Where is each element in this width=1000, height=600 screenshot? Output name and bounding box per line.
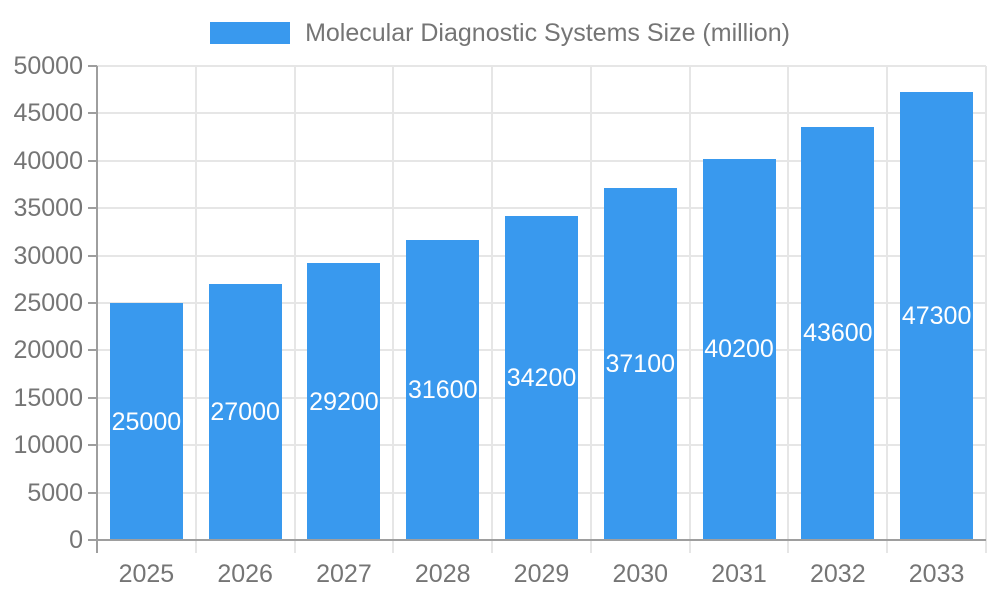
y-tick-label: 10000: [13, 431, 83, 460]
x-tick: [392, 540, 395, 553]
bar[interactable]: [109, 303, 183, 540]
y-axis-line: [96, 66, 98, 553]
x-gridline: [491, 66, 494, 540]
x-tick: [491, 540, 494, 553]
bar[interactable]: [900, 91, 974, 540]
y-tick: [88, 65, 97, 67]
bar-value-label: 40200: [704, 335, 774, 364]
x-tick: [787, 540, 790, 553]
x-tick-label: 2027: [316, 560, 372, 588]
bar[interactable]: [702, 158, 776, 540]
x-tick: [688, 540, 691, 553]
bar-value-label: 31600: [407, 376, 478, 405]
x-gridline: [293, 66, 296, 540]
y-tick: [88, 349, 97, 352]
y-tick: [88, 112, 97, 115]
x-tick-label: 2032: [810, 560, 866, 588]
legend-label[interactable]: Molecular Diagnostic Systems Size (milli…: [305, 19, 790, 47]
y-tick: [88, 539, 97, 541]
x-tick-label: 2028: [414, 560, 471, 588]
y-tick-label: 25000: [13, 289, 83, 317]
bar-value-label: 27000: [210, 398, 280, 427]
x-gridline: [589, 66, 592, 540]
y-tick: [88, 302, 97, 304]
y-gridline: [97, 207, 986, 210]
bar-value-label: 29200: [309, 387, 379, 416]
y-tick: [88, 491, 97, 494]
x-gridline: [194, 66, 197, 540]
x-tick-label: 2025: [118, 560, 175, 588]
y-tick-label: 30000: [13, 241, 83, 270]
y-tick-label: 5000: [27, 478, 83, 507]
y-tick: [88, 444, 97, 447]
y-tick-label: 50000: [13, 52, 83, 80]
y-tick: [88, 159, 97, 162]
y-tick-label: 40000: [13, 146, 83, 175]
y-tick-label: 20000: [13, 336, 83, 365]
x-tick: [985, 540, 987, 553]
x-tick-label: 2030: [612, 560, 669, 588]
bar[interactable]: [801, 126, 875, 540]
x-tick: [589, 540, 592, 553]
y-tick: [88, 207, 97, 210]
y-tick-label: 35000: [13, 194, 83, 223]
bar-value-label: 47300: [901, 301, 972, 330]
bar[interactable]: [505, 215, 578, 540]
bar-value-label: 34200: [506, 363, 577, 392]
y-tick: [88, 254, 97, 257]
x-tick-label: 2031: [711, 560, 767, 588]
legend[interactable]: Molecular Diagnostic Systems Size (milli…: [0, 16, 1000, 50]
y-tick-label: 0: [69, 526, 83, 554]
x-axis-line: [96, 539, 986, 541]
x-gridline: [688, 66, 691, 540]
x-gridline: [392, 66, 395, 540]
bar[interactable]: [603, 188, 677, 540]
legend-swatch[interactable]: [210, 22, 291, 44]
x-tick: [194, 540, 197, 553]
x-tick-label: 2029: [513, 560, 570, 588]
y-gridline: [97, 159, 986, 162]
bar-value-label: 43600: [803, 319, 873, 348]
x-gridline: [787, 66, 790, 540]
y-tick-label: 15000: [13, 383, 83, 412]
y-gridline: [97, 112, 986, 115]
bar[interactable]: [307, 263, 381, 540]
x-tick-label: 2033: [908, 560, 965, 588]
x-tick-label: 2026: [217, 560, 273, 588]
y-tick: [88, 396, 97, 399]
y-gridline: [97, 65, 986, 67]
x-tick: [293, 540, 296, 553]
bar-value-label: 37100: [605, 350, 676, 379]
bar[interactable]: [406, 240, 480, 540]
x-tick: [886, 540, 889, 553]
y-tick-label: 45000: [13, 99, 83, 128]
x-gridline: [985, 66, 987, 540]
bar-value-label: 25000: [111, 407, 182, 436]
bar[interactable]: [208, 284, 282, 540]
x-gridline: [886, 66, 889, 540]
